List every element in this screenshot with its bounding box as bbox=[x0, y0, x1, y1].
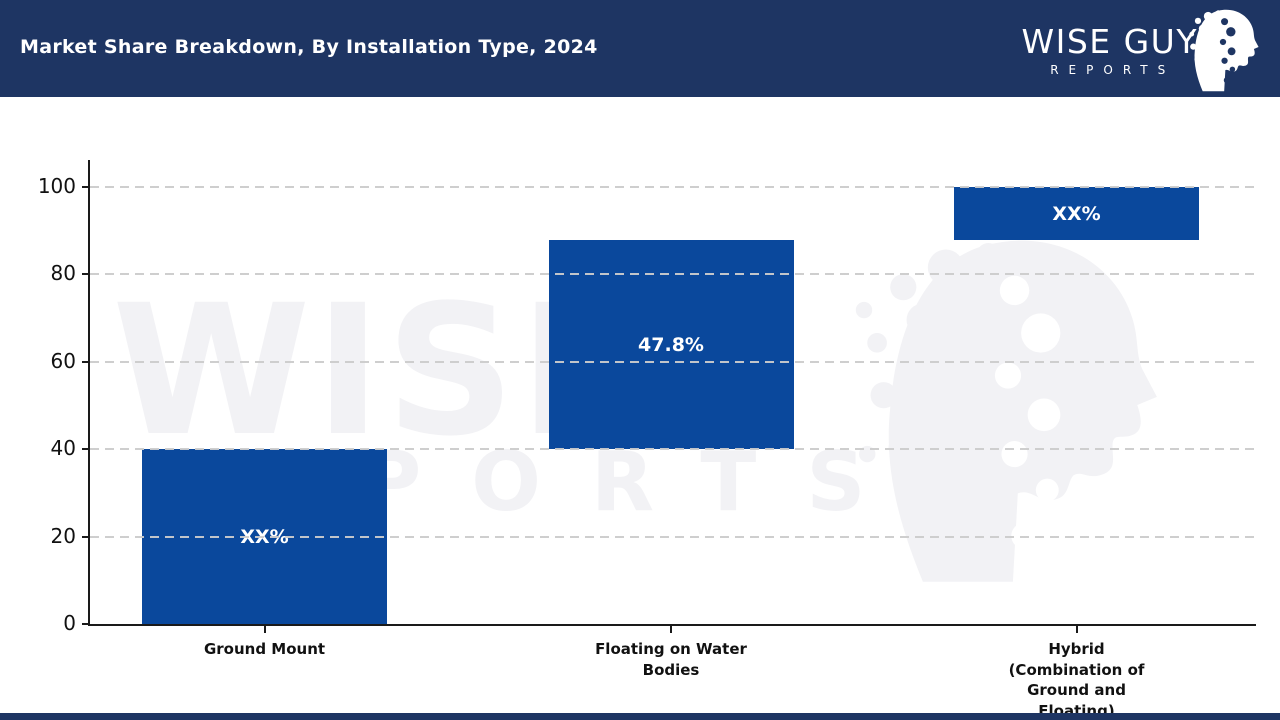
wiseguy-logo: WISE GUY REPORTS bbox=[1021, 6, 1266, 92]
x-axis-category-label: Ground Mount bbox=[203, 640, 326, 658]
plot-area: XX% 47.8% XX% 0 20 40 60 80 100 Ground Mount Float… bbox=[0, 97, 1280, 713]
x-axis-tick bbox=[670, 626, 672, 633]
wiseguy-logo-wordmark: WISE GUY bbox=[1021, 21, 1198, 61]
x-axis-line bbox=[88, 624, 1256, 626]
y-axis-tick-label: 0 bbox=[63, 611, 76, 635]
wiseguy-watermark-face-icon bbox=[855, 240, 1157, 582]
wiseguy-logo-text: WISE GUY REPORTS bbox=[1021, 22, 1198, 77]
gridline bbox=[90, 360, 1256, 363]
y-axis-tick-label: 20 bbox=[50, 523, 76, 548]
gridline bbox=[90, 273, 1256, 276]
wiseguy-face-icon bbox=[1189, 9, 1259, 92]
y-axis-tick-label: 40 bbox=[50, 436, 76, 461]
y-axis-tick-label: 60 bbox=[50, 348, 76, 373]
y-axis-tick bbox=[82, 623, 90, 625]
bar-value-label: 47.8% bbox=[638, 333, 704, 356]
header: Market Share Breakdown, By Installation … bbox=[0, 0, 1280, 97]
y-axis-tick bbox=[82, 186, 90, 188]
y-axis-tick-label: 100 bbox=[37, 174, 76, 198]
x-axis-tick bbox=[1075, 626, 1078, 633]
wiseguy-logo-subtitle: REPORTS bbox=[1050, 62, 1176, 77]
bar-value-label: XX% bbox=[1052, 202, 1101, 225]
bar-segment: 47.8% bbox=[548, 240, 794, 450]
gridline bbox=[90, 186, 1256, 188]
y-axis-tick bbox=[82, 273, 90, 276]
gridline bbox=[90, 535, 1256, 538]
x-axis-category-label: Floating on Water Bodies bbox=[595, 640, 747, 679]
y-axis-tick-label: 80 bbox=[50, 261, 76, 286]
y-axis-tick bbox=[82, 535, 90, 538]
footer-bar bbox=[0, 713, 1280, 720]
y-axis-line bbox=[88, 160, 90, 626]
y-axis-tick bbox=[82, 360, 90, 363]
y-axis-tick bbox=[82, 448, 90, 451]
gridline bbox=[90, 448, 1256, 451]
page-title: Market Share Breakdown, By Installation … bbox=[20, 36, 598, 58]
bar-segment: XX% bbox=[954, 187, 1199, 241]
chart-canvas: WISE REPORTS XX% 47.8% XX% 0 bbox=[0, 97, 1280, 713]
x-axis-tick bbox=[263, 626, 266, 633]
x-axis-category-label: Hybrid (Combination of Ground and Floati… bbox=[1008, 640, 1145, 713]
